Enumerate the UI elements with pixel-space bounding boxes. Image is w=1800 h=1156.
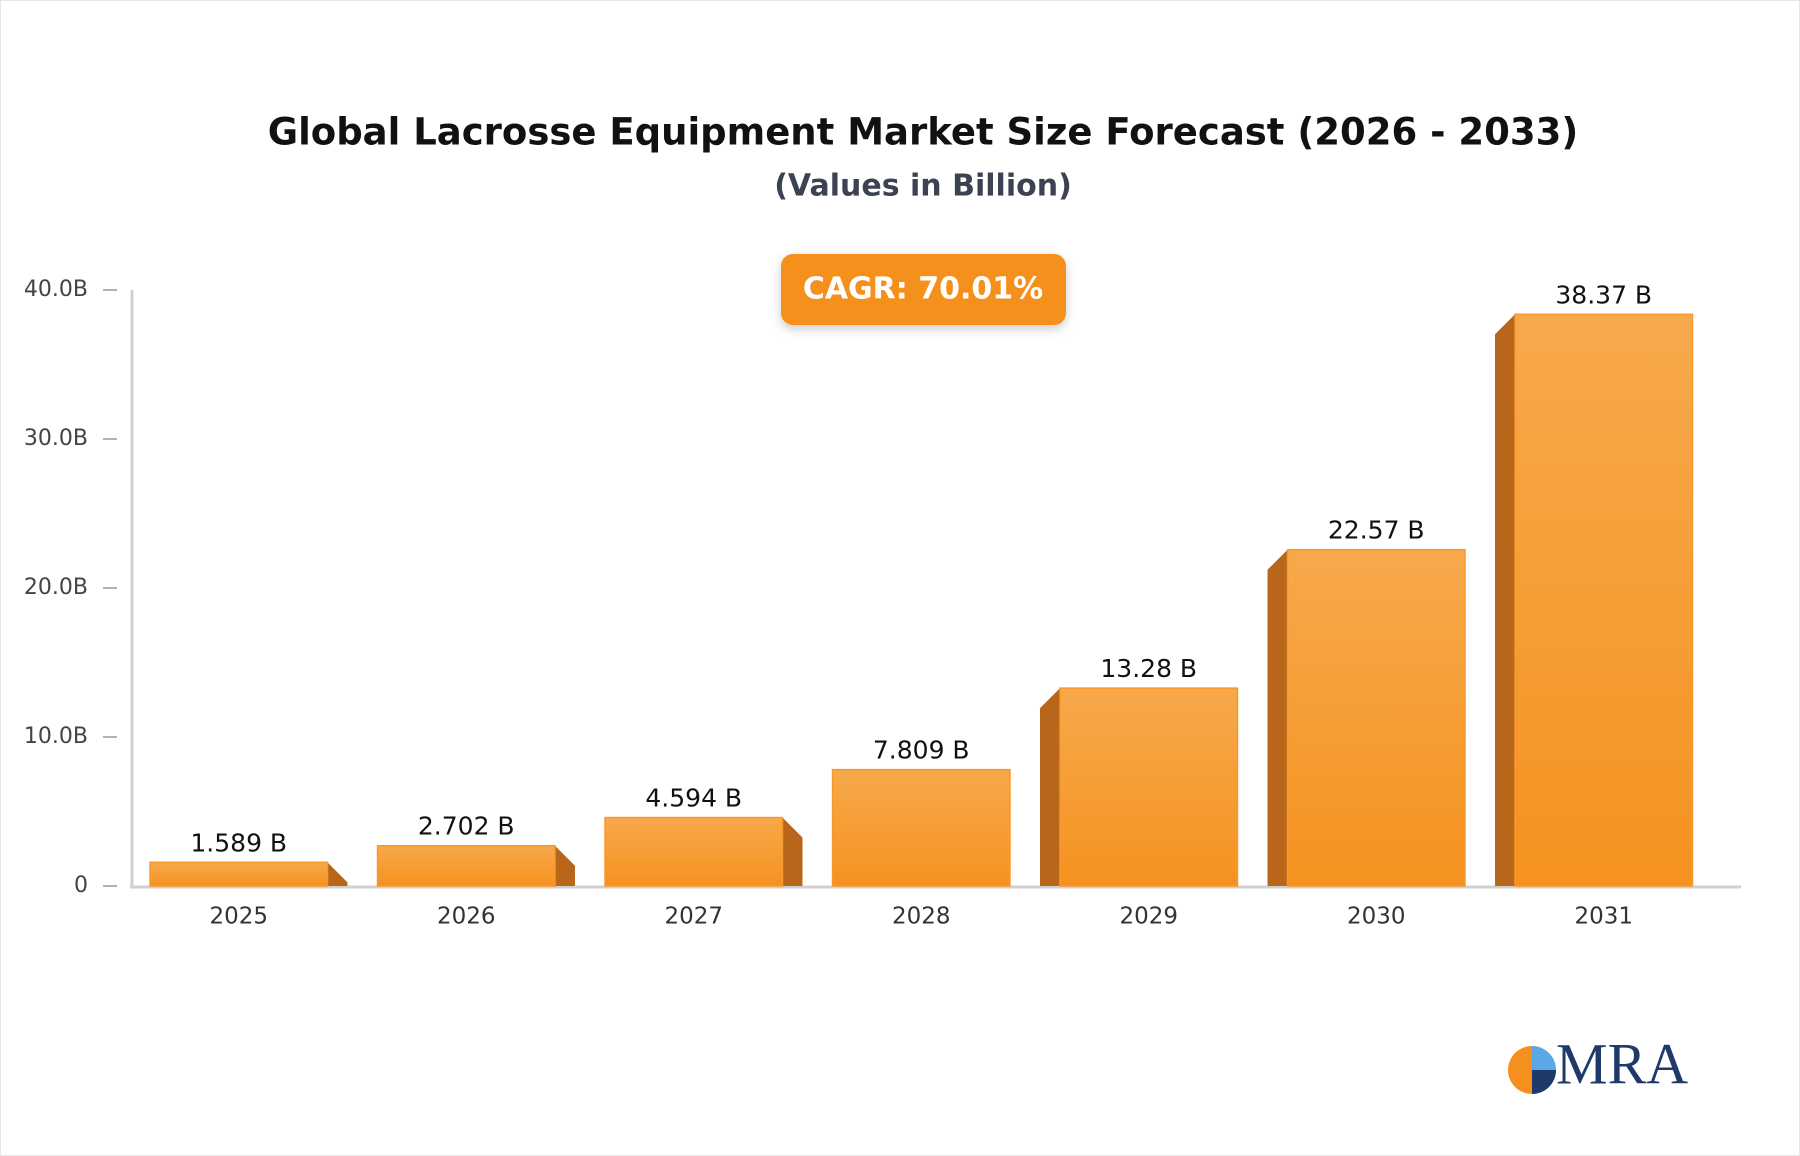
y-tick-label: 30.0B — [24, 426, 88, 451]
x-tick-label: 2029 — [1119, 904, 1178, 930]
bar-side — [1495, 314, 1516, 886]
value-label: 22.57 B — [1328, 516, 1425, 545]
cagr-label: CAGR: 70.01% — [803, 272, 1043, 307]
logo-text: MRA — [1556, 1031, 1688, 1096]
bar — [1286, 548, 1466, 887]
cagr-badge — [781, 254, 1066, 325]
logo: MRA — [1508, 1031, 1688, 1096]
bar-side — [782, 817, 803, 886]
bar — [149, 861, 329, 887]
bar — [831, 768, 1011, 887]
bar — [376, 844, 556, 887]
x-tick-label: 2027 — [664, 904, 723, 930]
y-tick-label: 10.0B — [24, 724, 88, 749]
value-label: 2.702 B — [418, 812, 515, 841]
chart-subtitle: (Values in Billion) — [774, 169, 1072, 204]
value-label: 7.809 B — [873, 736, 970, 765]
bar — [604, 816, 784, 887]
value-label: 1.589 B — [190, 828, 287, 857]
y-tick-label: 40.0B — [24, 277, 88, 302]
x-tick-label: 2026 — [437, 904, 496, 930]
value-label: 13.28 B — [1100, 654, 1197, 683]
bar — [1514, 313, 1694, 887]
value-label: 38.37 B — [1555, 280, 1652, 309]
logo-icon-part — [1532, 1070, 1556, 1094]
y-tick-label: 20.0B — [24, 575, 88, 600]
logo-icon-part — [1532, 1046, 1556, 1070]
bar-side — [1267, 549, 1288, 886]
bar-side — [1040, 688, 1061, 886]
y-tick-label: 0 — [74, 873, 88, 898]
x-tick-label: 2030 — [1347, 904, 1406, 930]
value-label: 4.594 B — [645, 784, 742, 813]
x-tick-label: 2031 — [1574, 904, 1633, 930]
x-tick-label: 2025 — [209, 904, 268, 930]
x-tick-label: 2028 — [892, 904, 951, 930]
bar-side — [554, 845, 575, 886]
bar — [1059, 687, 1239, 887]
chart-title: Global Lacrosse Equipment Market Size Fo… — [268, 111, 1579, 154]
bar-side — [327, 862, 348, 886]
